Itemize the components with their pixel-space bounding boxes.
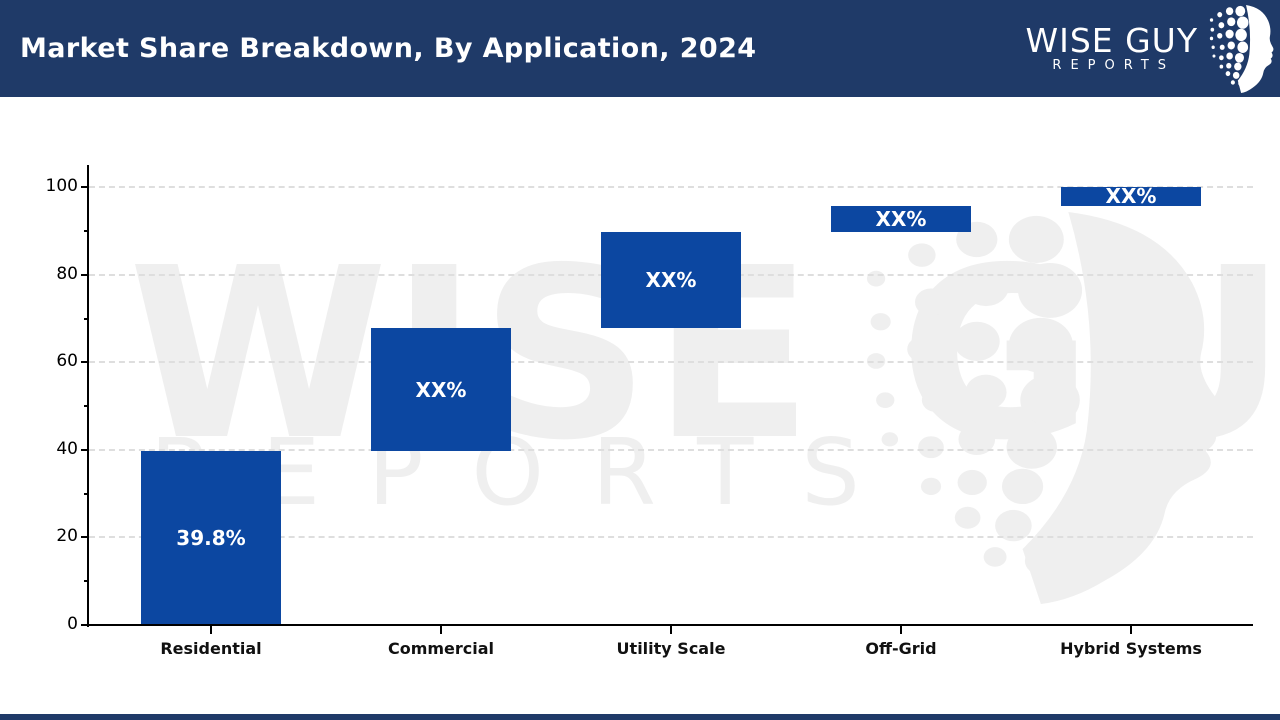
category-label-2: Utility Scale — [616, 639, 726, 658]
xtick-mark-3 — [900, 626, 902, 634]
category-label-4: Hybrid Systems — [1060, 639, 1202, 658]
x-axis-line — [87, 624, 1253, 626]
page-title: Market Share Breakdown, By Application, … — [20, 33, 757, 64]
ytick-minor-30 — [84, 492, 89, 495]
ytick-mark-100 — [81, 186, 89, 189]
ytick-label-100: 100 — [45, 176, 78, 197]
xtick-mark-1 — [440, 626, 442, 634]
bar-value-label: XX% — [1105, 184, 1157, 209]
ytick-minor-90 — [84, 230, 89, 233]
ytick-mark-20 — [81, 536, 89, 539]
ytick-label-60: 60 — [56, 351, 78, 372]
ytick-minor-50 — [84, 405, 89, 408]
ytick-mark-60 — [81, 361, 89, 364]
bar-off-grid: XX% — [831, 205, 971, 232]
xtick-mark-0 — [210, 626, 212, 634]
logo-text: WISE GUY REPORTS — [1025, 21, 1198, 73]
gridline-y60 — [89, 361, 1253, 364]
chart-area: WISE GUY REPORTS 02040608010039.8%Reside… — [0, 97, 1280, 714]
ytick-mark-40 — [81, 448, 89, 451]
ytick-label-40: 40 — [56, 438, 78, 459]
gridline-y20 — [89, 536, 1253, 539]
xtick-mark-2 — [670, 626, 672, 634]
logo-wiseguy-label: WISE GUY — [1025, 21, 1198, 61]
watermark-head-icon — [866, 212, 1221, 604]
ytick-label-0: 0 — [67, 614, 78, 634]
ytick-label-20: 20 — [56, 526, 78, 547]
xtick-mark-4 — [1130, 626, 1132, 634]
bar-value-label: XX% — [415, 377, 467, 402]
bar-value-label: 39.8% — [176, 525, 246, 550]
bar-value-label: XX% — [875, 206, 927, 231]
logo-reports-label: REPORTS — [1052, 57, 1176, 73]
wiseguy-head-icon — [1209, 4, 1274, 93]
header: Market Share Breakdown, By Application, … — [0, 0, 1280, 97]
ytick-minor-70 — [84, 317, 89, 320]
ytick-minor-10 — [84, 580, 89, 583]
category-label-1: Commercial — [387, 639, 495, 658]
category-label-3: Off-Grid — [865, 639, 937, 658]
ytick-mark-80 — [81, 273, 89, 276]
category-label-0: Residential — [160, 639, 262, 658]
bar-value-label: XX% — [645, 268, 697, 293]
bar-commercial: XX% — [371, 328, 511, 451]
gridline-y100 — [89, 186, 1253, 189]
bar-residential: 39.8% — [141, 450, 281, 625]
ytick-label-80: 80 — [56, 263, 78, 284]
footer-bar — [0, 714, 1280, 720]
wiseguy-logo: WISE GUY REPORTS — [1025, 2, 1274, 95]
bar-hybrid-systems: XX% — [1061, 184, 1201, 209]
ytick-mark-0 — [81, 624, 89, 626]
gridline-y40 — [89, 448, 1253, 451]
bar-utility-scale: XX% — [601, 231, 741, 329]
y-axis-line — [87, 165, 89, 627]
